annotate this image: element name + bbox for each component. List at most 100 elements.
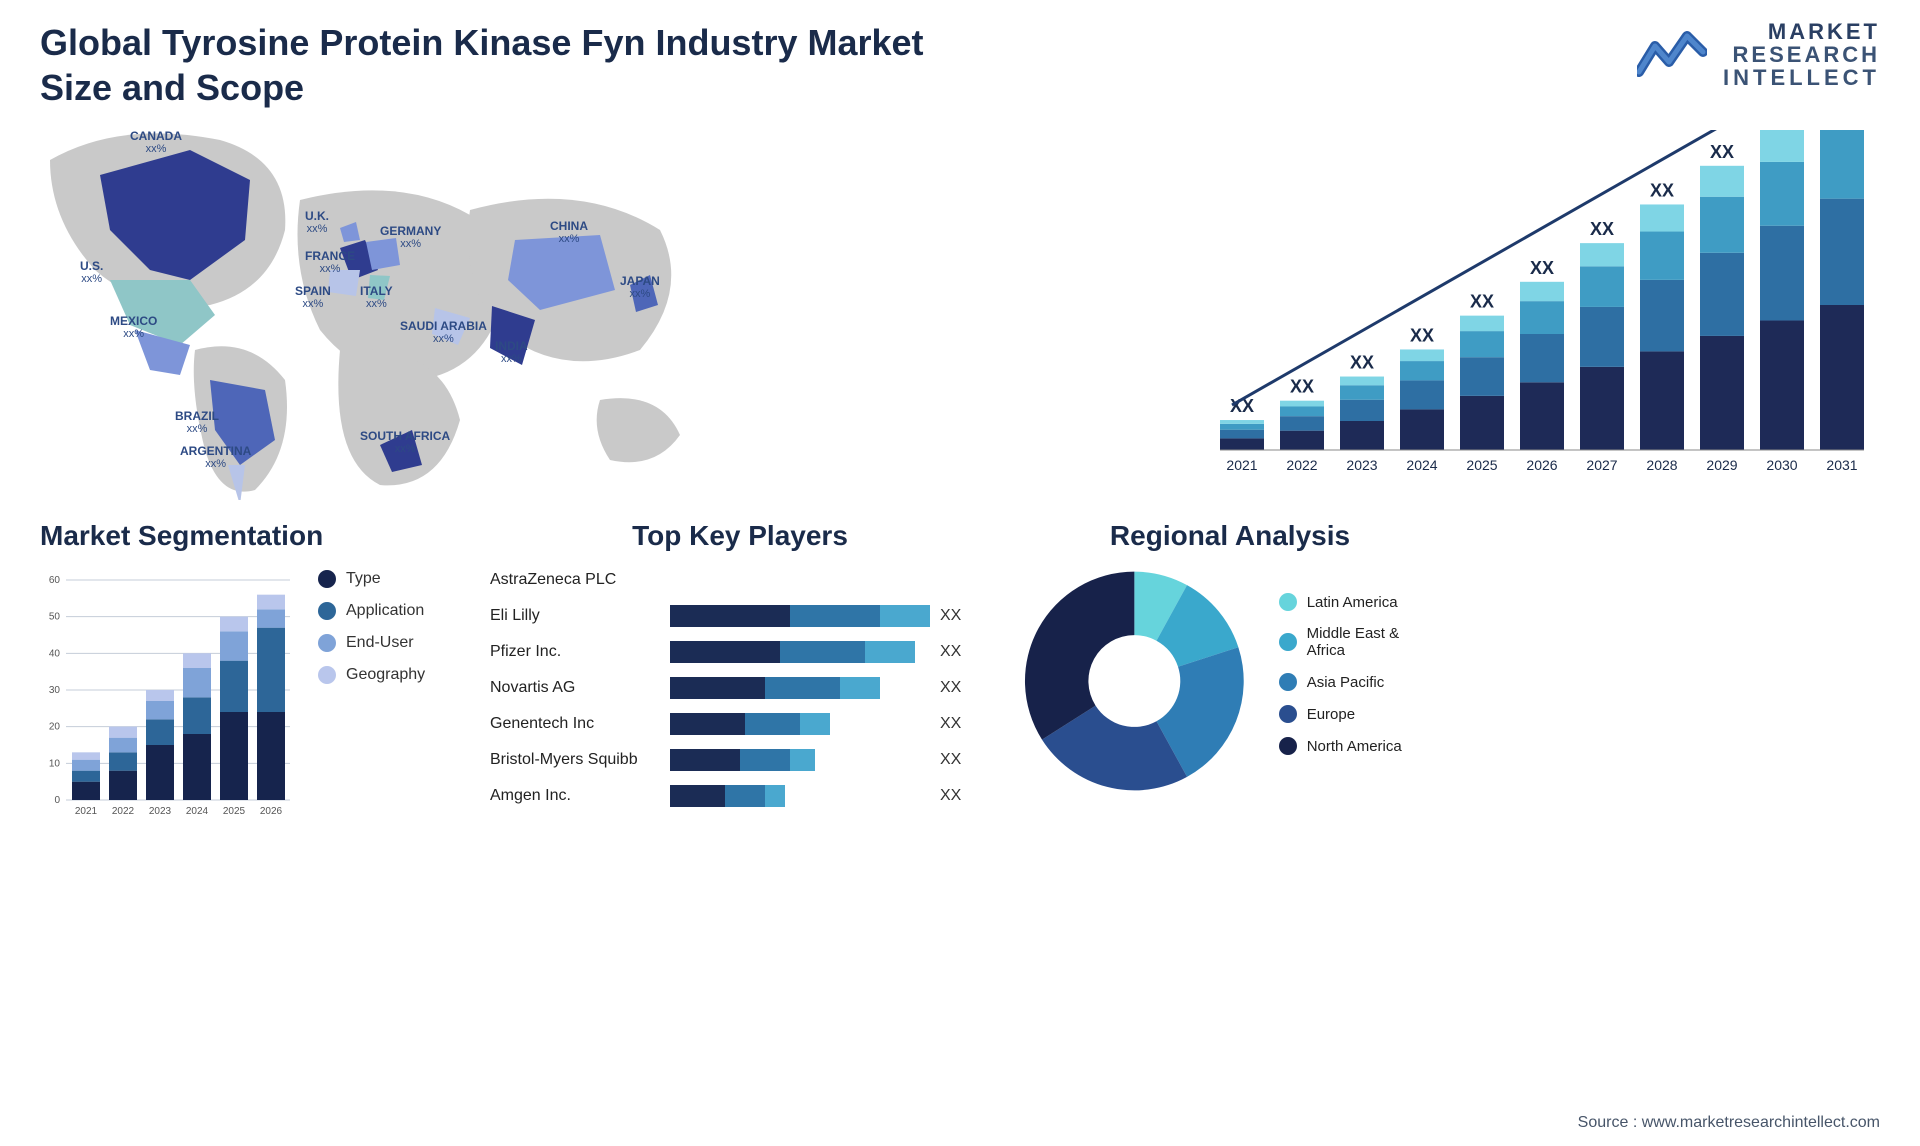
legend-item: End-User	[318, 634, 425, 652]
player-bar	[670, 749, 930, 771]
country-label: INDIAxx%	[495, 340, 528, 365]
svg-text:2030: 2030	[1766, 457, 1797, 473]
world-map: CANADAxx%U.S.xx%MEXICOxx%BRAZILxx%ARGENT…	[40, 120, 700, 500]
player-row: Eli Lilly XX	[490, 598, 990, 634]
player-bar	[670, 713, 930, 735]
player-value: XX	[940, 607, 961, 625]
country-label: FRANCExx%	[305, 250, 355, 275]
legend-item: Application	[318, 602, 425, 620]
header: Global Tyrosine Protein Kinase Fyn Indus…	[40, 20, 1880, 110]
svg-text:2025: 2025	[1466, 457, 1497, 473]
svg-text:30: 30	[49, 685, 61, 696]
country-label: ARGENTINAxx%	[180, 445, 251, 470]
legend-item: North America	[1279, 737, 1440, 755]
regional-legend: Latin America Middle East & Africa Asia Pa…	[1279, 593, 1440, 769]
svg-text:2024: 2024	[186, 806, 209, 817]
country-label: CHINAxx%	[550, 220, 588, 245]
svg-text:XX: XX	[1470, 292, 1494, 312]
player-name: Amgen Inc.	[490, 787, 670, 805]
key-players-title: Top Key Players	[490, 520, 990, 552]
svg-text:2026: 2026	[260, 806, 283, 817]
player-value: XX	[940, 787, 961, 805]
svg-text:XX: XX	[1650, 180, 1674, 200]
svg-text:2022: 2022	[1286, 457, 1317, 473]
country-label: CANADAxx%	[130, 130, 182, 155]
svg-text:XX: XX	[1410, 325, 1434, 345]
svg-text:2021: 2021	[1226, 457, 1257, 473]
svg-text:XX: XX	[1590, 219, 1614, 239]
legend-item: Type	[318, 570, 425, 588]
svg-text:2028: 2028	[1646, 457, 1677, 473]
legend-item: Latin America	[1279, 593, 1440, 611]
svg-text:40: 40	[49, 648, 61, 659]
segmentation-chart-svg: 0 10 20 30 40 50 60 2021 2022 2023 2024 2025 2026	[40, 570, 290, 820]
player-row: Pfizer Inc.XX	[490, 634, 990, 670]
source-line: Source : www.marketresearchintellect.com	[1578, 1114, 1880, 1132]
player-value: XX	[940, 715, 961, 733]
player-row: Amgen Inc. XX	[490, 778, 990, 814]
svg-text:XX: XX	[1530, 258, 1554, 278]
player-name: Eli Lilly	[490, 607, 670, 625]
regional-donut-svg	[1020, 566, 1249, 796]
country-label: SOUTH AFRICAxx%	[360, 430, 450, 455]
svg-text:2021: 2021	[75, 806, 98, 817]
svg-text:2029: 2029	[1706, 457, 1737, 473]
player-value: XX	[940, 751, 961, 769]
segmentation-legend: Type Application End-User Geography	[318, 570, 425, 698]
player-row: Genentech Inc XX	[490, 706, 990, 742]
player-row: AstraZeneca PLC	[490, 562, 990, 598]
growth-chart: XX 2021 XX 2022 XX 2023 XX 2024 XX 2025 XX 2026 XX 20…	[1220, 130, 1880, 480]
player-bar	[670, 641, 930, 663]
country-label: JAPANxx%	[620, 275, 660, 300]
player-name: Bristol-Myers Squibb	[490, 751, 670, 769]
svg-text:2025: 2025	[223, 806, 246, 817]
country-label: ITALYxx%	[360, 285, 393, 310]
country-label: SPAINxx%	[295, 285, 331, 310]
country-label: GERMANYxx%	[380, 225, 441, 250]
page-title: Global Tyrosine Protein Kinase Fyn Indus…	[40, 20, 1000, 110]
logo-text: MARKET RESEARCH INTELLECT	[1723, 20, 1880, 89]
key-players-section: Top Key Players AstraZeneca PLC Eli Lilly…	[490, 520, 990, 814]
svg-text:10: 10	[49, 758, 61, 769]
player-value: XX	[940, 679, 961, 697]
player-value: XX	[940, 643, 961, 661]
player-bar	[670, 785, 930, 807]
growth-chart-svg: XX 2021 XX 2022 XX 2023 XX 2024 XX 2025 XX 2026 XX 20…	[1220, 130, 1880, 480]
country-label: BRAZILxx%	[175, 410, 219, 435]
player-row: Bristol-Myers Squibb XX	[490, 742, 990, 778]
svg-text:2023: 2023	[149, 806, 172, 817]
segmentation-section: Market Segmentation 0 10 20 30 40 50 60 2021 202…	[40, 520, 460, 820]
legend-item: Middle East & Africa	[1279, 625, 1440, 659]
legend-item: Asia Pacific	[1279, 673, 1440, 691]
svg-text:XX: XX	[1710, 142, 1734, 162]
svg-text:2027: 2027	[1586, 457, 1617, 473]
svg-text:60: 60	[49, 575, 61, 586]
segmentation-title: Market Segmentation	[40, 520, 460, 552]
svg-text:2024: 2024	[1406, 457, 1437, 473]
svg-text:XX: XX	[1350, 353, 1374, 373]
player-bar	[670, 569, 930, 591]
legend-item: Europe	[1279, 705, 1440, 723]
country-label: MEXICOxx%	[110, 315, 157, 340]
regional-title: Regional Analysis	[1110, 520, 1350, 552]
svg-text:50: 50	[49, 612, 61, 623]
logo-mark-icon	[1637, 28, 1707, 82]
player-row: Novartis AG XX	[490, 670, 990, 706]
svg-text:XX: XX	[1290, 377, 1314, 397]
svg-text:2031: 2031	[1826, 457, 1857, 473]
country-label: SAUDI ARABIAxx%	[400, 320, 487, 345]
svg-text:2026: 2026	[1526, 457, 1557, 473]
svg-text:20: 20	[49, 722, 61, 733]
player-bar	[670, 605, 930, 627]
svg-text:2022: 2022	[112, 806, 135, 817]
regional-section: Regional Analysis Latin America Middle Ea…	[1020, 520, 1440, 796]
svg-text:2023: 2023	[1346, 457, 1377, 473]
player-name: AstraZeneca PLC	[490, 571, 670, 589]
player-name: Novartis AG	[490, 679, 670, 697]
player-bar	[670, 677, 930, 699]
svg-text:0: 0	[54, 795, 60, 806]
key-players-list: AstraZeneca PLCEli LillyXXPfizer Inc.XXN…	[490, 562, 990, 814]
player-name: Genentech Inc	[490, 715, 670, 733]
country-label: U.K.xx%	[305, 210, 329, 235]
legend-item: Geography	[318, 666, 425, 684]
